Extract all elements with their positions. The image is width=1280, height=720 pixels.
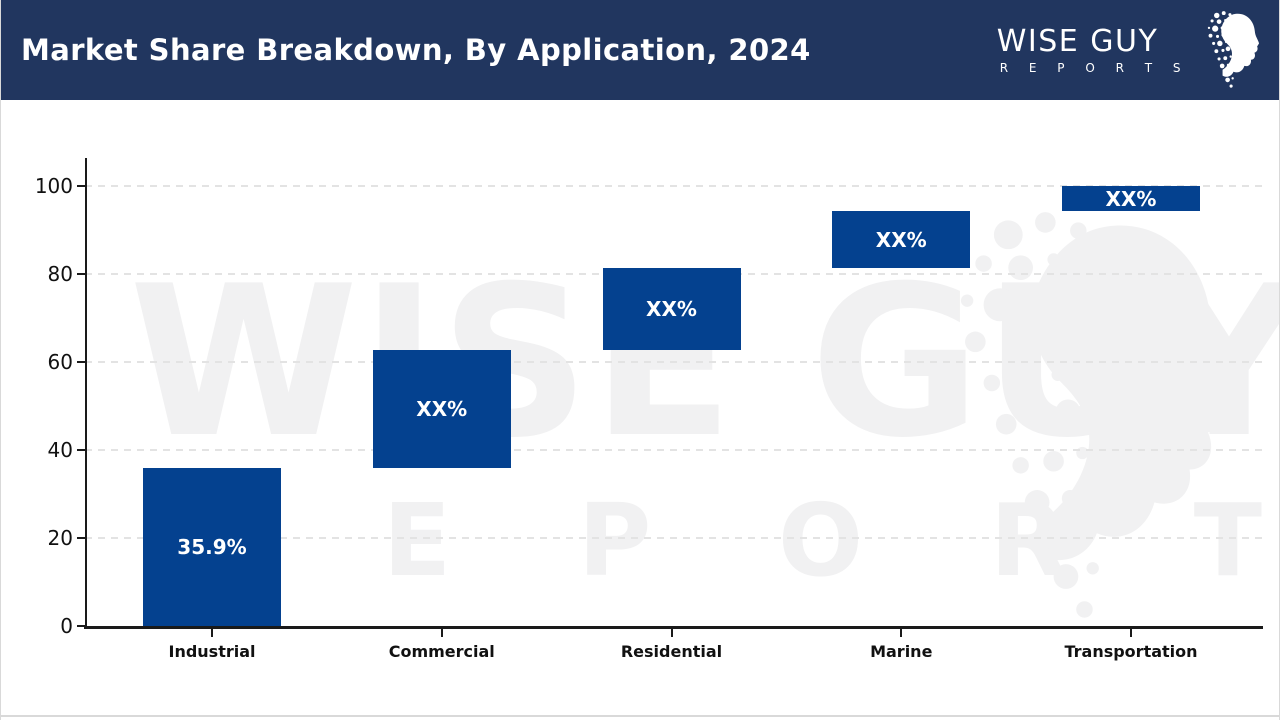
y-axis-tick	[77, 625, 85, 627]
x-axis-category-label: Industrial	[168, 642, 256, 661]
brand-logo: WISE GUY R E P O R T S	[997, 8, 1261, 92]
bar-value-label: XX%	[1105, 186, 1157, 211]
bar-marine: XX%	[832, 211, 971, 269]
y-axis-line	[85, 158, 87, 629]
brand-logo-text: WISE GUY R E P O R T S	[996, 23, 1189, 75]
x-axis-category-label: Commercial	[388, 642, 495, 661]
bar-value-label: XX%	[875, 227, 927, 252]
x-axis-category-label: Transportation	[1064, 642, 1198, 661]
x-axis-tick	[670, 629, 673, 637]
y-axis-tick-label: 0	[60, 614, 73, 638]
bar-industrial: 35.9%	[143, 468, 281, 626]
gridline	[85, 185, 1263, 187]
x-axis-tick	[900, 629, 903, 637]
bar-value-label: XX%	[646, 297, 697, 322]
bar-commercial: XX%	[372, 350, 511, 469]
x-axis-line	[84, 626, 1263, 629]
dotted-head-icon	[1207, 11, 1260, 88]
brand-name: WISE GUY	[996, 23, 1159, 59]
y-axis-tick	[77, 361, 85, 363]
header: Market Share Breakdown, By Application, …	[1, 0, 1279, 100]
y-axis-tick-label: 20	[47, 526, 73, 550]
x-axis-tick	[440, 629, 443, 637]
page-title: Market Share Breakdown, By Application, …	[21, 33, 811, 67]
bar-value-label: XX%	[416, 397, 468, 422]
bar-residential: XX%	[602, 268, 741, 351]
y-axis-tick	[77, 273, 85, 275]
gridline	[85, 449, 1263, 451]
bar-value-label: 35.9%	[177, 535, 247, 559]
x-axis-category-label: Marine	[870, 642, 933, 661]
gridline	[85, 537, 1263, 539]
brand-subtitle: R E P O R T S	[999, 60, 1189, 75]
y-axis-tick	[77, 449, 85, 451]
x-axis-tick	[1130, 629, 1132, 637]
page-border	[1, 715, 1279, 717]
x-axis-tick	[211, 629, 213, 637]
x-axis-category-label: Residential	[620, 642, 723, 661]
y-axis-tick-label: 40	[47, 438, 73, 462]
bar-transportation: XX%	[1062, 186, 1200, 212]
y-axis-tick	[77, 185, 85, 187]
y-axis-tick-label: 80	[47, 262, 73, 286]
gridline	[85, 361, 1263, 363]
waterfall-chart: WISE GUY R E P O R T S 02040608010035.9%…	[1, 100, 1279, 720]
y-axis-tick-label: 60	[47, 350, 73, 374]
y-axis-tick	[77, 537, 85, 539]
y-axis-tick-label: 100	[34, 174, 73, 198]
